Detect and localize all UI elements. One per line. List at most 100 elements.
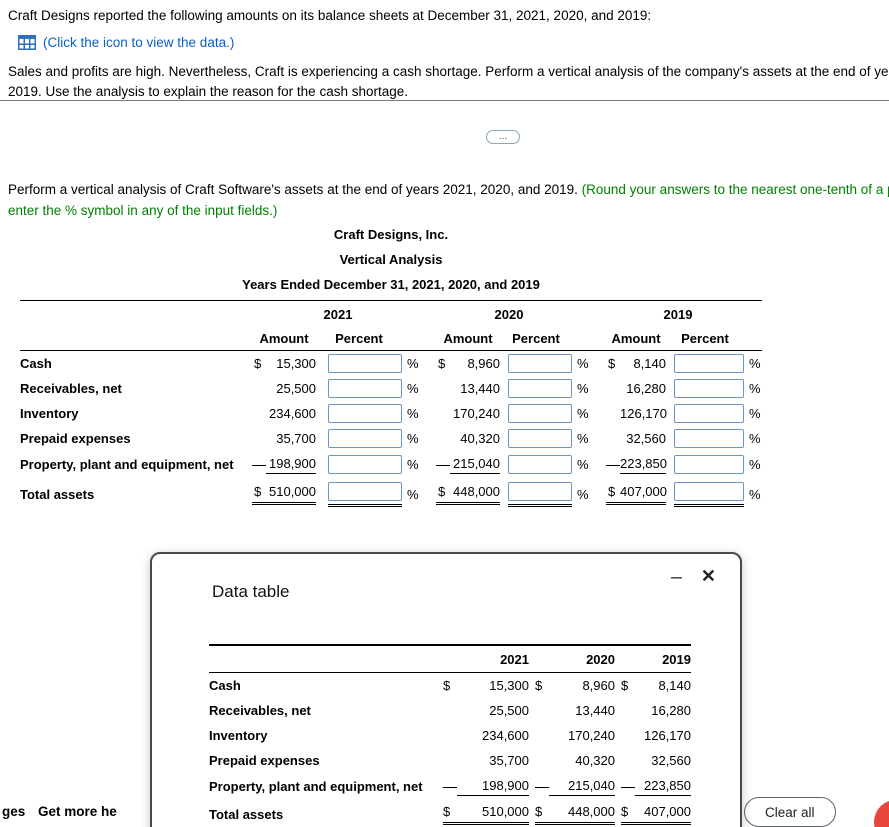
amount-2021: 15,300: [489, 678, 529, 693]
amount-2020: 40,320: [575, 753, 615, 768]
percent-input-2019[interactable]: [674, 429, 744, 448]
spreadsheet-icon[interactable]: [18, 34, 36, 50]
dollar-sign: $: [252, 484, 266, 505]
amount-2021: 25,500: [489, 703, 529, 718]
percent-sign: %: [749, 356, 761, 371]
amount-2020: 13,440: [460, 381, 500, 396]
dollar-sign: $: [535, 678, 543, 693]
percent-sign: %: [407, 356, 419, 371]
percent-sign: %: [577, 406, 589, 421]
table-heading-company: Craft Designs, Inc.: [333, 227, 449, 242]
amount-2020: 13,440: [575, 703, 615, 718]
year-header-2019: 2019: [662, 651, 691, 667]
percent-input-2021[interactable]: [328, 354, 402, 373]
analysis-row-prepaid: Prepaid expenses 35,700 % 40,320 % 32,56…: [20, 426, 762, 451]
amount-2021: 198,900: [457, 778, 529, 796]
row-label: Cash: [209, 678, 241, 693]
percent-input-2021[interactable]: [328, 379, 402, 398]
percent-input-2021[interactable]: [328, 404, 402, 423]
percent-input-2019[interactable]: [674, 379, 744, 398]
amount-2019: 8,140: [633, 356, 666, 371]
dollar-sign: $: [443, 678, 451, 693]
data-row-ppe: Property, plant and equipment, net 198,9…: [209, 773, 691, 800]
row-label: Total assets: [20, 487, 95, 502]
year-header-2020: 2020: [586, 651, 615, 667]
percent-input-2020[interactable]: [508, 354, 572, 373]
dollar-sign: $: [621, 678, 629, 693]
amount-2021: 510,000: [266, 484, 316, 505]
percent-input-2021[interactable]: [328, 429, 402, 448]
section-divider: [0, 100, 889, 101]
analysis-row-ppe: Property, plant and equipment, net 198,9…: [20, 451, 762, 478]
row-label: Inventory: [20, 406, 79, 421]
dollar-sign: [443, 785, 457, 788]
percent-sign: %: [407, 431, 419, 446]
dollar-sign: $: [436, 484, 450, 505]
amount-2021: 15,300: [276, 356, 316, 371]
row-label: Inventory: [209, 728, 268, 743]
dollar-sign: [621, 785, 635, 788]
dollar-sign: $: [535, 804, 549, 825]
percent-input-2020[interactable]: [508, 404, 572, 423]
amount-2019: 407,000: [620, 484, 667, 505]
percent-input-2019[interactable]: [674, 354, 744, 373]
row-label: Cash: [20, 356, 52, 371]
analysis-row-receivables: Receivables, net 25,500 % 13,440 % 16,28…: [20, 376, 762, 401]
amount-2020: 8,960: [582, 678, 615, 693]
amount-2020: 448,000: [450, 484, 500, 505]
percent-sign: %: [749, 431, 761, 446]
clear-all-button[interactable]: Clear all: [744, 797, 836, 827]
year-header-row: 2021 2020 2019: [20, 301, 762, 327]
data-table-header-row: 2021 2020 2019: [209, 646, 691, 673]
vertical-analysis-table: Craft Designs, Inc. Vertical Analysis Ye…: [20, 222, 762, 511]
percent-input-2021[interactable]: [328, 455, 402, 474]
get-more-help-link[interactable]: Get more he: [38, 804, 117, 819]
percent-sign: %: [407, 406, 419, 421]
year-header-2019: 2019: [663, 306, 693, 322]
help-circle-button[interactable]: [874, 800, 889, 827]
amount-2021: 234,600: [269, 406, 316, 421]
close-icon[interactable]: ✕: [700, 566, 716, 586]
amount-2020: 170,240: [568, 728, 615, 743]
amount-2019: 32,560: [626, 431, 666, 446]
amount-2021: 25,500: [276, 381, 316, 396]
percent-input-2020[interactable]: [508, 482, 572, 501]
analysis-row-cash: Cash $ 15,300 % $ 8,960 % $ 8,140 %: [20, 351, 762, 376]
amount-2019: 126,170: [644, 728, 691, 743]
percent-input-2019[interactable]: [674, 455, 744, 474]
percent-sign: %: [577, 356, 589, 371]
percent-sign: %: [749, 487, 761, 502]
problem-statement: Craft Designs reported the following amo…: [8, 6, 889, 102]
data-row-total: Total assets $ 510,000 $ 448,000 $ 407,0…: [209, 800, 691, 827]
percent-input-2020[interactable]: [508, 429, 572, 448]
header-rule: [20, 350, 762, 351]
percent-input-2020[interactable]: [508, 455, 572, 474]
instruction-line2: enter the % symbol in any of the input f…: [8, 203, 278, 218]
amount-2021: 234,600: [482, 728, 529, 743]
title-rule: [20, 300, 762, 301]
percent-sign: %: [749, 381, 761, 396]
percent-sign: %: [577, 381, 589, 396]
percent-input-2019[interactable]: [674, 404, 744, 423]
minimize-icon[interactable]: –: [670, 566, 682, 588]
percent-input-2021[interactable]: [328, 482, 402, 501]
percent-header-2021: Percent: [335, 331, 383, 346]
percent-sign: %: [749, 457, 761, 472]
cutoff-text-fragment: ges: [2, 804, 26, 819]
amount-2019: 8,140: [658, 678, 691, 693]
problem-body-line2: 2019. Use the analysis to explain the re…: [8, 84, 408, 99]
percent-input-2019[interactable]: [674, 482, 744, 501]
amount-2019: 407,000: [635, 804, 691, 825]
percent-sign: %: [407, 487, 419, 502]
percent-input-2020[interactable]: [508, 379, 572, 398]
expander-ellipsis-button[interactable]: ...: [486, 130, 520, 144]
modal-title: Data table: [212, 582, 290, 601]
table-heading-period: Years Ended December 31, 2021, 2020, and…: [242, 277, 540, 292]
amount-header-2021: Amount: [259, 331, 309, 346]
dollar-sign: $: [608, 356, 616, 371]
percent-sign: %: [407, 381, 419, 396]
view-data-link[interactable]: (Click the icon to view the data.): [43, 34, 235, 50]
amount-2021: 198,900: [266, 456, 316, 474]
row-label: Receivables, net: [209, 703, 311, 718]
